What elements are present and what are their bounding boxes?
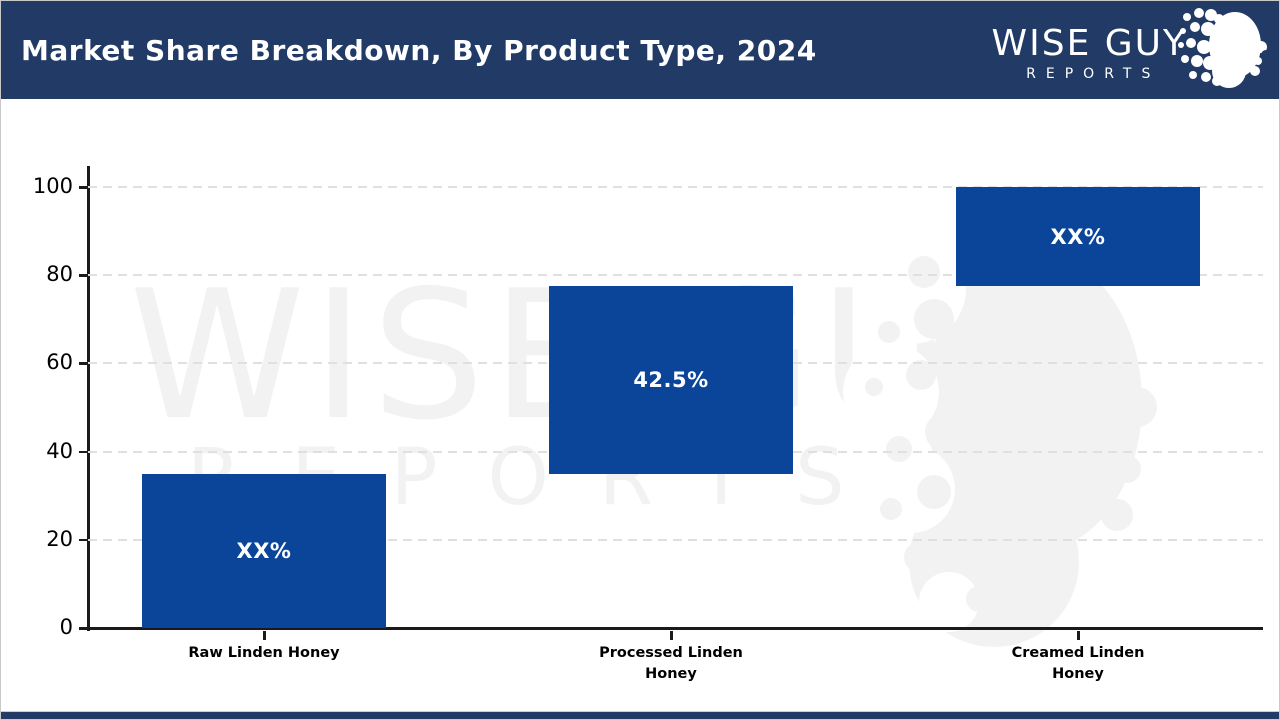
y-gridline: [88, 186, 1263, 188]
y-tick-mark: [79, 274, 88, 277]
x-category-label: Processed Linden Honey: [599, 645, 743, 683]
logo-text: WISE GUY REPORTS: [991, 22, 1188, 82]
bar: 42.5%: [549, 286, 793, 474]
y-tick-mark: [79, 538, 88, 542]
x-tick-mark: [1077, 631, 1080, 640]
footer-bar: [1, 712, 1279, 719]
x-category-label: Raw Linden Honey: [188, 645, 340, 661]
y-tick-label: 80: [46, 262, 73, 287]
y-tick-label: 20: [46, 526, 73, 551]
header: Market Share Breakdown, By Product Type,…: [1, 1, 1279, 99]
wiseguy-logo: WISE GUY REPORTS: [991, 5, 1271, 97]
chart-canvas: WISE GUY REPORTS: [1, 99, 1279, 714]
y-tick-label: 100: [32, 174, 73, 198]
y-tick-mark: [79, 186, 88, 189]
logo-subtitle: REPORTS: [1026, 65, 1161, 82]
y-tick-label: 40: [46, 438, 73, 463]
y-tick-mark: [79, 627, 88, 630]
bar-value-label: XX%: [1050, 224, 1106, 249]
plot-area: 0 20 40 60 80 100 XX% Raw Linden Honey 42.5% Proc…: [1, 99, 1279, 714]
page-title: Market Share Breakdown, By Product Type,…: [21, 33, 817, 67]
logo-name: WISE GUY: [991, 22, 1187, 64]
x-axis-line: [87, 627, 1263, 630]
footer-rule: [1, 711, 1279, 712]
bar-value-label: 42.5%: [633, 367, 709, 392]
face-profile-icon: [1173, 5, 1271, 97]
bar: XX%: [142, 473, 386, 628]
y-axis-line: [87, 166, 90, 631]
y-gridline: [88, 274, 1263, 277]
x-tick-mark: [670, 631, 673, 640]
y-gridline: [88, 538, 1263, 541]
y-tick-mark: [79, 362, 88, 365]
y-tick-label: 0: [59, 615, 73, 639]
bar: XX%: [956, 187, 1200, 287]
bar-value-label: XX%: [236, 538, 292, 563]
x-category-label: Creamed Linden Honey: [1011, 645, 1145, 683]
y-tick-label: 60: [46, 350, 73, 375]
y-tick-mark: [79, 450, 88, 454]
x-tick-mark: [263, 631, 266, 640]
watermark-face-icon: [829, 227, 1174, 671]
